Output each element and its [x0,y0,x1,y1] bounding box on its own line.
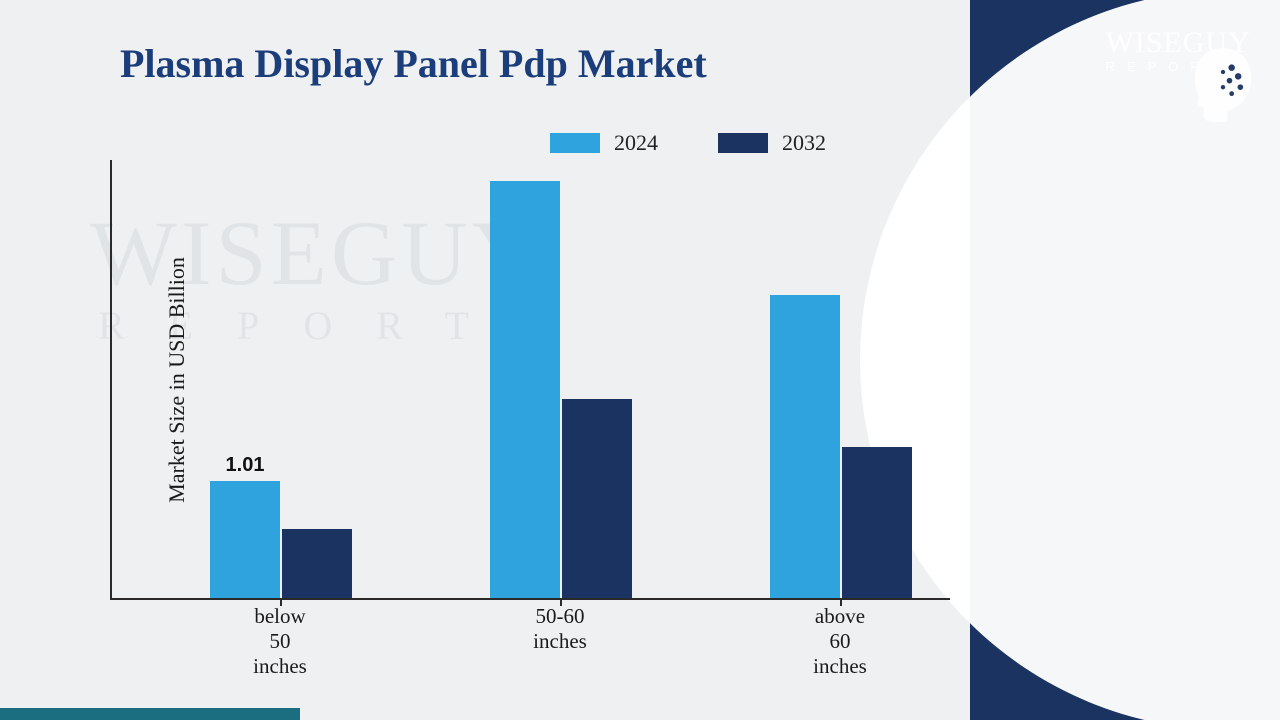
category-label: below 50 inches [200,604,360,680]
bar [562,399,632,598]
legend: 2024 2032 [550,130,826,156]
legend-item-2032: 2032 [718,130,826,156]
legend-label-2032: 2032 [782,130,826,156]
category-label: above 60 inches [760,604,920,680]
chart-title: Plasma Display Panel Pdp Market [120,40,707,87]
x-axis [110,598,950,600]
chart-card: WISEGUY REPORTS Plasma Display Panel Pdp… [0,0,1280,720]
bar-chart: Market Size in USD Billion 2024 2032 1.0… [110,160,950,600]
y-axis-label: Market Size in USD Billion [164,257,190,503]
legend-swatch-2032 [718,133,768,153]
brand-head-icon [1190,46,1256,124]
bar-value-label: 1.01 [210,454,280,477]
category-label: 50-60 inches [480,604,640,654]
y-axis [110,160,112,600]
bar [490,181,560,598]
brand-logo: WISEGUY REPORTS [1105,28,1252,73]
bar [842,447,912,598]
legend-label-2024: 2024 [614,130,658,156]
bar [282,529,352,598]
legend-item-2024: 2024 [550,130,658,156]
bar [770,295,840,598]
bar: 1.01 [210,481,280,598]
legend-swatch-2024 [550,133,600,153]
accent-stripe [0,708,300,720]
